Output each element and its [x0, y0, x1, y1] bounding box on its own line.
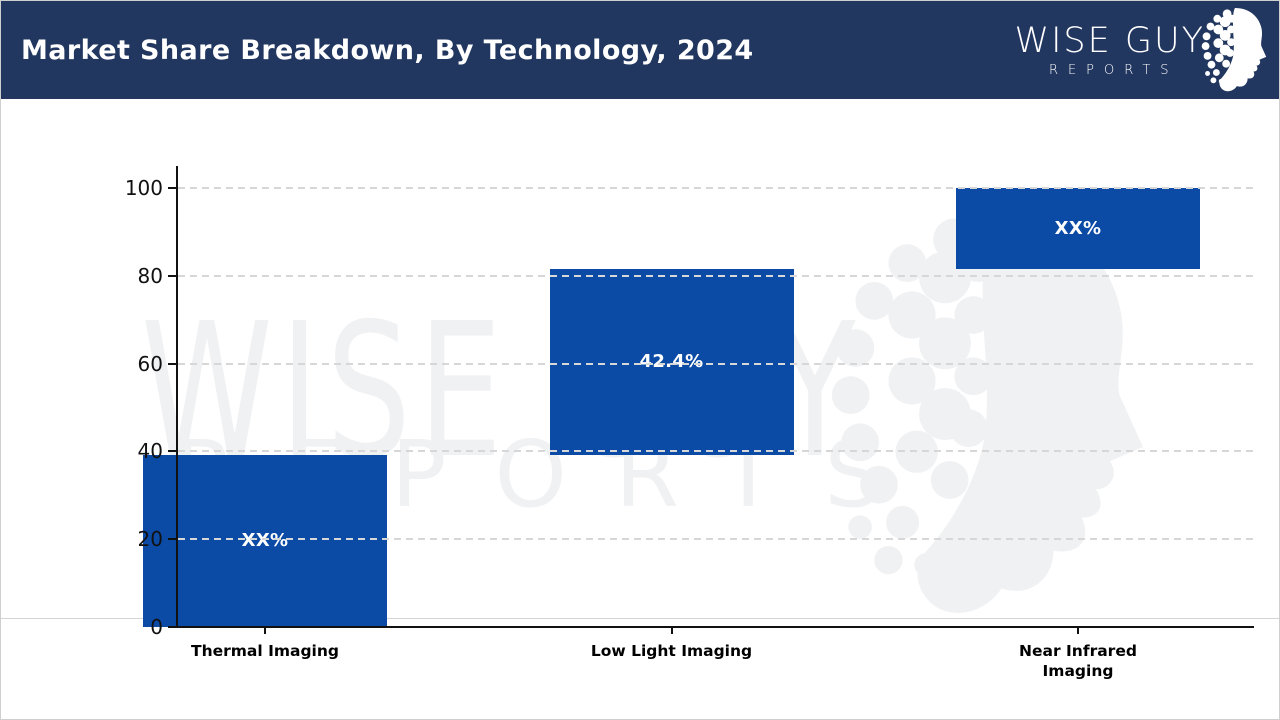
y-axis-label-80: 80 — [137, 263, 163, 288]
watermark-head-profile-icon — [831, 211, 1143, 613]
x-axis-label-1: Low Light Imaging — [522, 641, 822, 661]
y-axis-tick-20 — [168, 538, 176, 541]
y-axis-line — [176, 166, 178, 628]
y-axis-tick-60 — [168, 362, 176, 365]
y-axis-tick-100 — [168, 187, 176, 189]
gridline-y60 — [178, 362, 1254, 365]
logo-text-reports: REPORTS — [1048, 62, 1179, 78]
bar-value-label: XX% — [241, 530, 289, 552]
bar-low-light-imaging: 42.4% — [549, 268, 794, 455]
bar-value-label: 42.4% — [640, 351, 704, 372]
x-axis-tick-2 — [1077, 628, 1079, 634]
bar-value-label: XX% — [1054, 217, 1102, 239]
gridline-y20 — [178, 538, 1254, 541]
y-axis-label-60: 60 — [137, 351, 163, 376]
x-axis-label-2: Near Infrared Imaging — [928, 641, 1228, 681]
y-axis-label-0: 0 — [150, 615, 163, 639]
y-axis-tick-80 — [168, 274, 176, 277]
logo-text-wise-guy: WISE GUY — [1014, 20, 1205, 61]
y-axis-label-20: 20 — [137, 527, 163, 552]
page-title: Market Share Breakdown, By Technology, 2… — [21, 34, 754, 66]
x-axis-tick-0 — [264, 628, 266, 634]
y-axis-tick-0 — [168, 626, 176, 628]
y-axis-label-40: 40 — [137, 439, 163, 464]
bar-near-infrared-imaging: XX% — [956, 188, 1200, 269]
x-axis-label-line: Near Infrared — [1019, 642, 1137, 660]
gridline-y40 — [178, 450, 1254, 453]
gridline-y100 — [178, 187, 1254, 189]
x-axis-label-line: Low Light Imaging — [590, 642, 753, 660]
logo-wordmark: WISE GUY REPORTS — [1014, 20, 1205, 78]
gridline-y80 — [178, 274, 1254, 277]
x-axis-label-line: Thermal Imaging — [191, 642, 339, 660]
chart-canvas: WISE GUY REPORTS 020406080100XX%42.4%XX%… — [1, 99, 1279, 717]
bar-thermal-imaging: XX% — [143, 454, 387, 627]
header-bar: Market Share Breakdown, By Technology, 2… — [1, 1, 1279, 99]
y-axis-tick-40 — [168, 450, 176, 453]
x-axis-label-line: Imaging — [1042, 662, 1114, 680]
x-axis-line — [176, 626, 1254, 628]
wiseguy-logo: WISE GUY REPORTS — [1014, 6, 1267, 94]
y-axis-label-100: 100 — [124, 176, 163, 200]
figure-bottom-border — [1, 618, 1279, 619]
x-axis-label-0: Thermal Imaging — [115, 641, 415, 661]
plot-area: 0 20 40 60 80 100 XX% 42.4% XX% Thermal Imaging Lo… — [1, 99, 1279, 717]
x-axis-tick-1 — [670, 628, 673, 634]
head-profile-icon — [1201, 7, 1267, 92]
